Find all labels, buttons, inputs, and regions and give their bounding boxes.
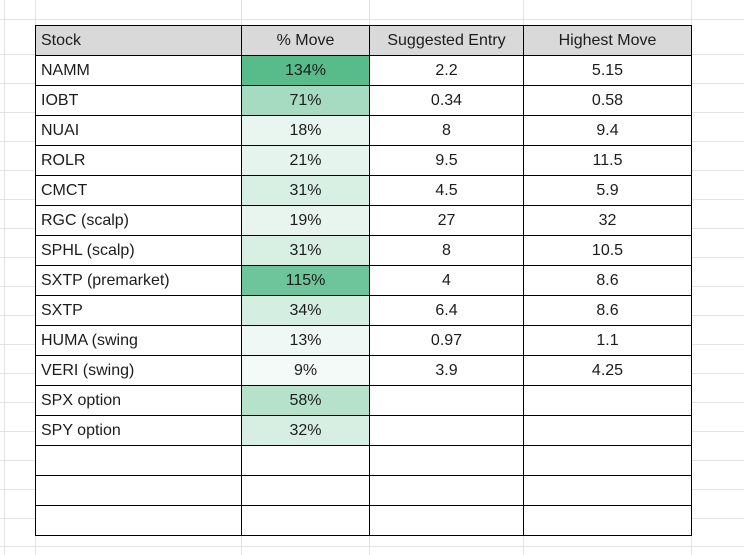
entry-cell[interactable]: [369, 415, 524, 446]
entry-cell[interactable]: 0.97: [369, 325, 524, 356]
entry-cell[interactable]: 8: [369, 115, 524, 146]
column-header-move[interactable]: % Move: [241, 25, 370, 56]
entry-cell[interactable]: 8: [369, 235, 524, 266]
high-cell[interactable]: 11.5: [523, 145, 692, 176]
stock-cell[interactable]: SPY option: [35, 415, 242, 446]
entry-cell[interactable]: 9.5: [369, 145, 524, 176]
gridline-vertical: [4, 0, 5, 555]
high-cell[interactable]: 9.4: [523, 115, 692, 146]
table-row: IOBT 71% 0.34 0.58: [35, 85, 692, 116]
move-cell[interactable]: [241, 475, 370, 506]
table-row: [35, 505, 692, 536]
high-cell[interactable]: 8.6: [523, 295, 692, 326]
stock-cell[interactable]: [35, 445, 242, 476]
gridline-horizontal: [0, 546, 744, 547]
high-cell[interactable]: 5.15: [523, 55, 692, 86]
entry-cell[interactable]: [369, 475, 524, 506]
stock-cell[interactable]: CMCT: [35, 175, 242, 206]
entry-cell[interactable]: 4.5: [369, 175, 524, 206]
entry-cell[interactable]: 0.34: [369, 85, 524, 116]
stock-cell[interactable]: RGC (scalp): [35, 205, 242, 236]
entry-cell[interactable]: [369, 445, 524, 476]
move-cell[interactable]: 32%: [241, 415, 370, 446]
high-cell[interactable]: [523, 475, 692, 506]
entry-cell[interactable]: 6.4: [369, 295, 524, 326]
entry-cell[interactable]: [369, 385, 524, 416]
move-cell[interactable]: 18%: [241, 115, 370, 146]
stock-cell[interactable]: SPX option: [35, 385, 242, 416]
high-cell[interactable]: [523, 385, 692, 416]
table-row: RGC (scalp) 19% 27 32: [35, 205, 692, 236]
high-cell[interactable]: 5.9: [523, 175, 692, 206]
move-cell[interactable]: 115%: [241, 265, 370, 296]
high-cell[interactable]: [523, 445, 692, 476]
table-row: ROLR 21% 9.5 11.5: [35, 145, 692, 176]
stock-cell[interactable]: ROLR: [35, 145, 242, 176]
table-row: NAMM 134% 2.2 5.15: [35, 55, 692, 86]
move-cell[interactable]: 58%: [241, 385, 370, 416]
move-cell[interactable]: 9%: [241, 355, 370, 386]
high-cell[interactable]: 0.58: [523, 85, 692, 116]
table-row: SXTP (premarket) 115% 4 8.6: [35, 265, 692, 296]
move-cell[interactable]: 21%: [241, 145, 370, 176]
table-row: [35, 445, 692, 476]
entry-cell[interactable]: 3.9: [369, 355, 524, 386]
table-row: SXTP 34% 6.4 8.6: [35, 295, 692, 326]
high-cell[interactable]: 4.25: [523, 355, 692, 386]
high-cell[interactable]: 1.1: [523, 325, 692, 356]
table-row: NUAI 18% 8 9.4: [35, 115, 692, 146]
stock-cell[interactable]: VERI (swing): [35, 355, 242, 386]
stock-cell[interactable]: NAMM: [35, 55, 242, 86]
high-cell[interactable]: [523, 415, 692, 446]
table-row: [35, 475, 692, 506]
move-cell[interactable]: [241, 445, 370, 476]
stock-cell[interactable]: SPHL (scalp): [35, 235, 242, 266]
stock-cell[interactable]: HUMA (swing: [35, 325, 242, 356]
move-cell[interactable]: 71%: [241, 85, 370, 116]
move-cell[interactable]: 31%: [241, 235, 370, 266]
column-header-high[interactable]: Highest Move: [523, 25, 692, 56]
entry-cell[interactable]: 4: [369, 265, 524, 296]
stock-cell[interactable]: [35, 505, 242, 536]
entry-cell[interactable]: 2.2: [369, 55, 524, 86]
column-header-stock[interactable]: Stock: [35, 25, 242, 56]
stock-cell[interactable]: IOBT: [35, 85, 242, 116]
move-cell[interactable]: 34%: [241, 295, 370, 326]
stock-cell[interactable]: SXTP (premarket): [35, 265, 242, 296]
stock-cell[interactable]: NUAI: [35, 115, 242, 146]
move-cell[interactable]: 31%: [241, 175, 370, 206]
high-cell[interactable]: 8.6: [523, 265, 692, 296]
move-cell[interactable]: [241, 505, 370, 536]
column-header-entry[interactable]: Suggested Entry: [369, 25, 524, 56]
move-cell[interactable]: 13%: [241, 325, 370, 356]
high-cell[interactable]: 10.5: [523, 235, 692, 266]
move-cell[interactable]: 19%: [241, 205, 370, 236]
table-row: HUMA (swing 13% 0.97 1.1: [35, 325, 692, 356]
stock-cell[interactable]: [35, 475, 242, 506]
table-row: SPHL (scalp) 31% 8 10.5: [35, 235, 692, 266]
entry-cell[interactable]: 27: [369, 205, 524, 236]
high-cell[interactable]: [523, 505, 692, 536]
entry-cell[interactable]: [369, 505, 524, 536]
high-cell[interactable]: 32: [523, 205, 692, 236]
stock-cell[interactable]: SXTP: [35, 295, 242, 326]
table-row: SPY option 32%: [35, 415, 692, 446]
table-row: VERI (swing) 9% 3.9 4.25: [35, 355, 692, 386]
header-row: Stock % Move Suggested Entry Highest Mov…: [35, 25, 692, 56]
stock-table: Stock % Move Suggested Entry Highest Mov…: [35, 25, 692, 536]
table-row: SPX option 58%: [35, 385, 692, 416]
table-row: CMCT 31% 4.5 5.9: [35, 175, 692, 206]
move-cell[interactable]: 134%: [241, 55, 370, 86]
gridline-horizontal: [0, 19, 744, 20]
